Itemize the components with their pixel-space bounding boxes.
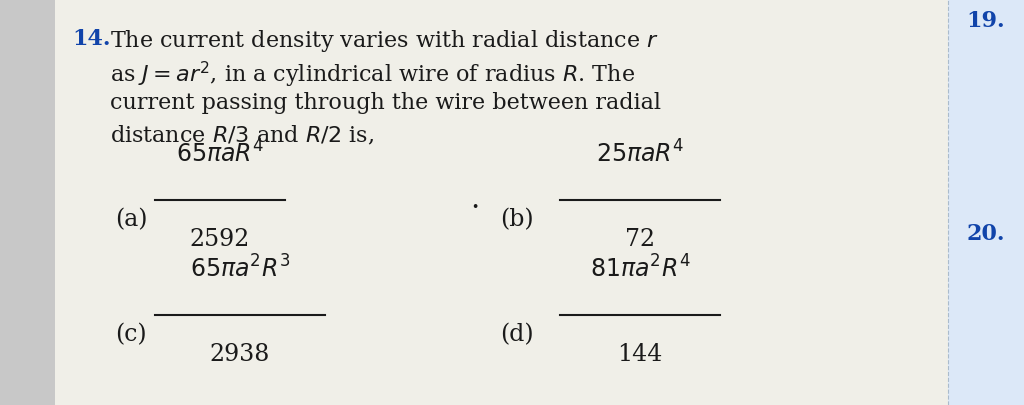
Text: 20.: 20. [967,223,1006,245]
Text: 14.: 14. [72,28,111,50]
Text: .: . [470,186,479,214]
Text: as $J = ar^2$, in a cylindrical wire of radius $R$. The: as $J = ar^2$, in a cylindrical wire of … [110,60,635,90]
Text: 72: 72 [625,228,655,251]
Text: 144: 144 [617,343,663,366]
Text: 2938: 2938 [210,343,270,366]
Text: $65\pi aR^4$: $65\pi aR^4$ [176,141,264,168]
Text: (a): (a) [115,208,147,231]
Bar [0,0,55,405]
Text: 2592: 2592 [189,228,250,251]
Text: (b): (b) [500,208,534,231]
Text: $65\pi a^2 R^3$: $65\pi a^2 R^3$ [189,256,290,283]
Text: 19.: 19. [967,10,1006,32]
Text: (c): (c) [115,323,146,346]
Text: (d): (d) [500,323,534,346]
Text: current passing through the wire between radial: current passing through the wire between… [110,92,662,114]
Text: The current density varies with radial distance $r$: The current density varies with radial d… [110,28,658,54]
Text: distance $R/3$ and $R/2$ is,: distance $R/3$ and $R/2$ is, [110,124,374,147]
Text: $25\pi a R^4$: $25\pi a R^4$ [596,141,684,168]
Bar [55,0,948,405]
Text: $81\pi a^2 R^4$: $81\pi a^2 R^4$ [590,256,690,283]
Bar [948,0,1024,405]
